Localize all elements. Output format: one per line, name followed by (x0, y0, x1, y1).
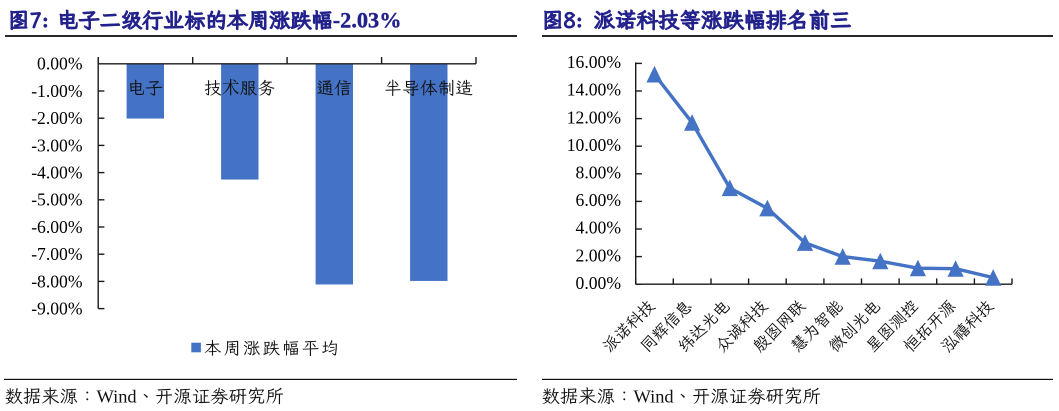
svg-text:-8.00%: -8.00% (31, 271, 83, 291)
svg-text:本周涨跌幅平均: 本周涨跌幅平均 (204, 339, 341, 358)
svg-text:-1.00%: -1.00% (31, 81, 83, 101)
svg-text:图8:: 图8: (542, 7, 583, 35)
svg-text:-7.00%: -7.00% (31, 244, 83, 264)
svg-text:16.00%: 16.00% (567, 52, 622, 72)
svg-text:2.00%: 2.00% (576, 245, 622, 265)
svg-text:-4.00%: -4.00% (31, 163, 83, 183)
svg-text:-9.00%: -9.00% (31, 299, 83, 319)
svg-text:技术服务: 技术服务 (204, 75, 275, 100)
svg-text:8.00%: 8.00% (576, 163, 622, 183)
svg-text:数据来源：Wind、开源证券研究所: 数据来源：Wind、开源证券研究所 (5, 387, 284, 407)
svg-text:6.00%: 6.00% (576, 190, 622, 210)
svg-text:12.00%: 12.00% (567, 107, 622, 127)
svg-text:半导体制造: 半导体制造 (384, 78, 473, 98)
svg-text:-6.00%: -6.00% (31, 217, 83, 237)
svg-text:派诺科技等涨跌幅排名前三: 派诺科技等涨跌幅排名前三 (594, 9, 852, 33)
svg-text:0.00%: 0.00% (576, 273, 622, 293)
svg-text:-3.00%: -3.00% (31, 135, 83, 155)
svg-text:14.00%: 14.00% (567, 80, 622, 100)
svg-text:图7:: 图7: (8, 7, 49, 35)
svg-text:10.00%: 10.00% (567, 135, 622, 155)
svg-text:电子: 电子 (127, 78, 163, 98)
svg-text:数据来源：Wind、开源证券研究所: 数据来源：Wind、开源证券研究所 (542, 387, 821, 407)
svg-text:-5.00%: -5.00% (31, 190, 83, 210)
svg-text:0.00%: 0.00% (37, 54, 83, 74)
svg-text:通信: 通信 (316, 78, 352, 98)
svg-text:-2.00%: -2.00% (31, 108, 83, 128)
svg-text:4.00%: 4.00% (576, 218, 622, 238)
svg-text:电子二级行业标的本周涨跌幅-2.03%: 电子二级行业标的本周涨跌幅-2.03% (57, 8, 401, 33)
